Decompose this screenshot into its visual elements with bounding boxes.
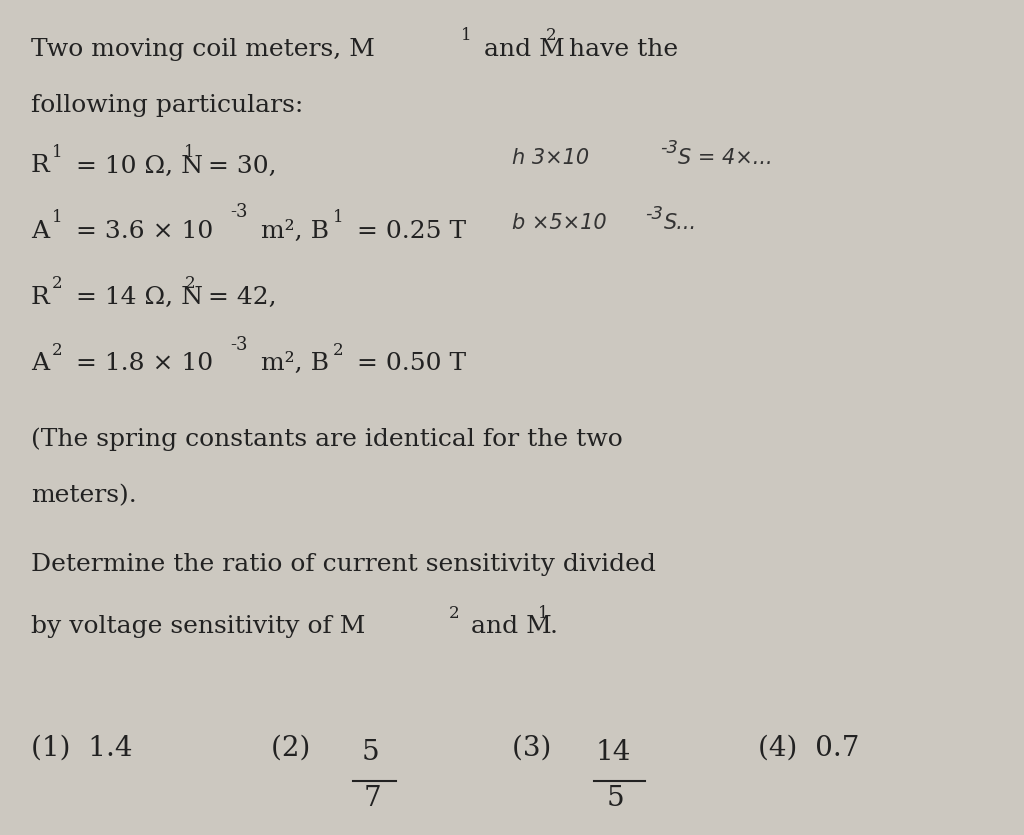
Text: = 0.50 T: = 0.50 T [349,352,466,376]
Text: = 0.25 T: = 0.25 T [349,220,466,243]
Text: (The spring constants are identical for the two: (The spring constants are identical for … [31,428,623,451]
Text: 2: 2 [184,275,195,291]
Text: 1: 1 [52,209,62,225]
Text: and M: and M [463,615,552,639]
Text: h 3×10: h 3×10 [512,148,589,168]
Text: 2: 2 [333,342,343,358]
Text: 7: 7 [364,785,381,812]
Text: 1: 1 [538,605,548,621]
Text: (2): (2) [271,735,329,762]
Text: 2: 2 [546,27,556,43]
Text: 2: 2 [52,275,62,291]
Text: -3: -3 [230,203,248,221]
Text: = 14 Ω, N: = 14 Ω, N [68,286,203,309]
Text: = 3.6 × 10: = 3.6 × 10 [68,220,213,243]
Text: -3: -3 [660,139,679,158]
Text: 2: 2 [52,342,62,358]
Text: m², B: m², B [253,352,329,376]
Text: .: . [550,615,558,639]
Text: b ×5×10: b ×5×10 [512,213,606,233]
Text: and M: and M [476,38,565,61]
Text: S = 4×...: S = 4×... [678,148,772,168]
Text: m², B: m², B [253,220,329,243]
Text: Determine the ratio of current sensitivity divided: Determine the ratio of current sensitivi… [31,553,655,576]
Text: 1: 1 [461,27,471,43]
Text: R: R [31,154,49,178]
Text: (4)  0.7: (4) 0.7 [758,735,859,762]
Text: A: A [31,352,49,376]
Text: 2: 2 [449,605,459,621]
Text: 5: 5 [606,785,624,812]
Text: Two moving coil meters, M: Two moving coil meters, M [31,38,375,61]
Text: following particulars:: following particulars: [31,94,303,117]
Text: 14: 14 [596,739,632,766]
Text: = 42,: = 42, [200,286,276,309]
Text: meters).: meters). [31,484,136,508]
Text: 1: 1 [52,144,62,160]
Text: = 1.8 × 10: = 1.8 × 10 [68,352,213,376]
Text: have the: have the [561,38,678,61]
Text: by voltage sensitivity of M: by voltage sensitivity of M [31,615,366,639]
Text: -3: -3 [230,336,248,354]
Text: -3: -3 [645,205,664,223]
Text: (3): (3) [512,735,569,762]
Text: 1: 1 [333,209,343,225]
Text: 1: 1 [184,144,195,160]
Text: = 30,: = 30, [200,154,276,178]
Text: (1)  1.4: (1) 1.4 [31,735,132,762]
Text: S...: S... [664,213,696,233]
Text: = 10 Ω, N: = 10 Ω, N [68,154,203,178]
Text: R: R [31,286,49,309]
Text: A: A [31,220,49,243]
Text: 5: 5 [361,739,379,766]
